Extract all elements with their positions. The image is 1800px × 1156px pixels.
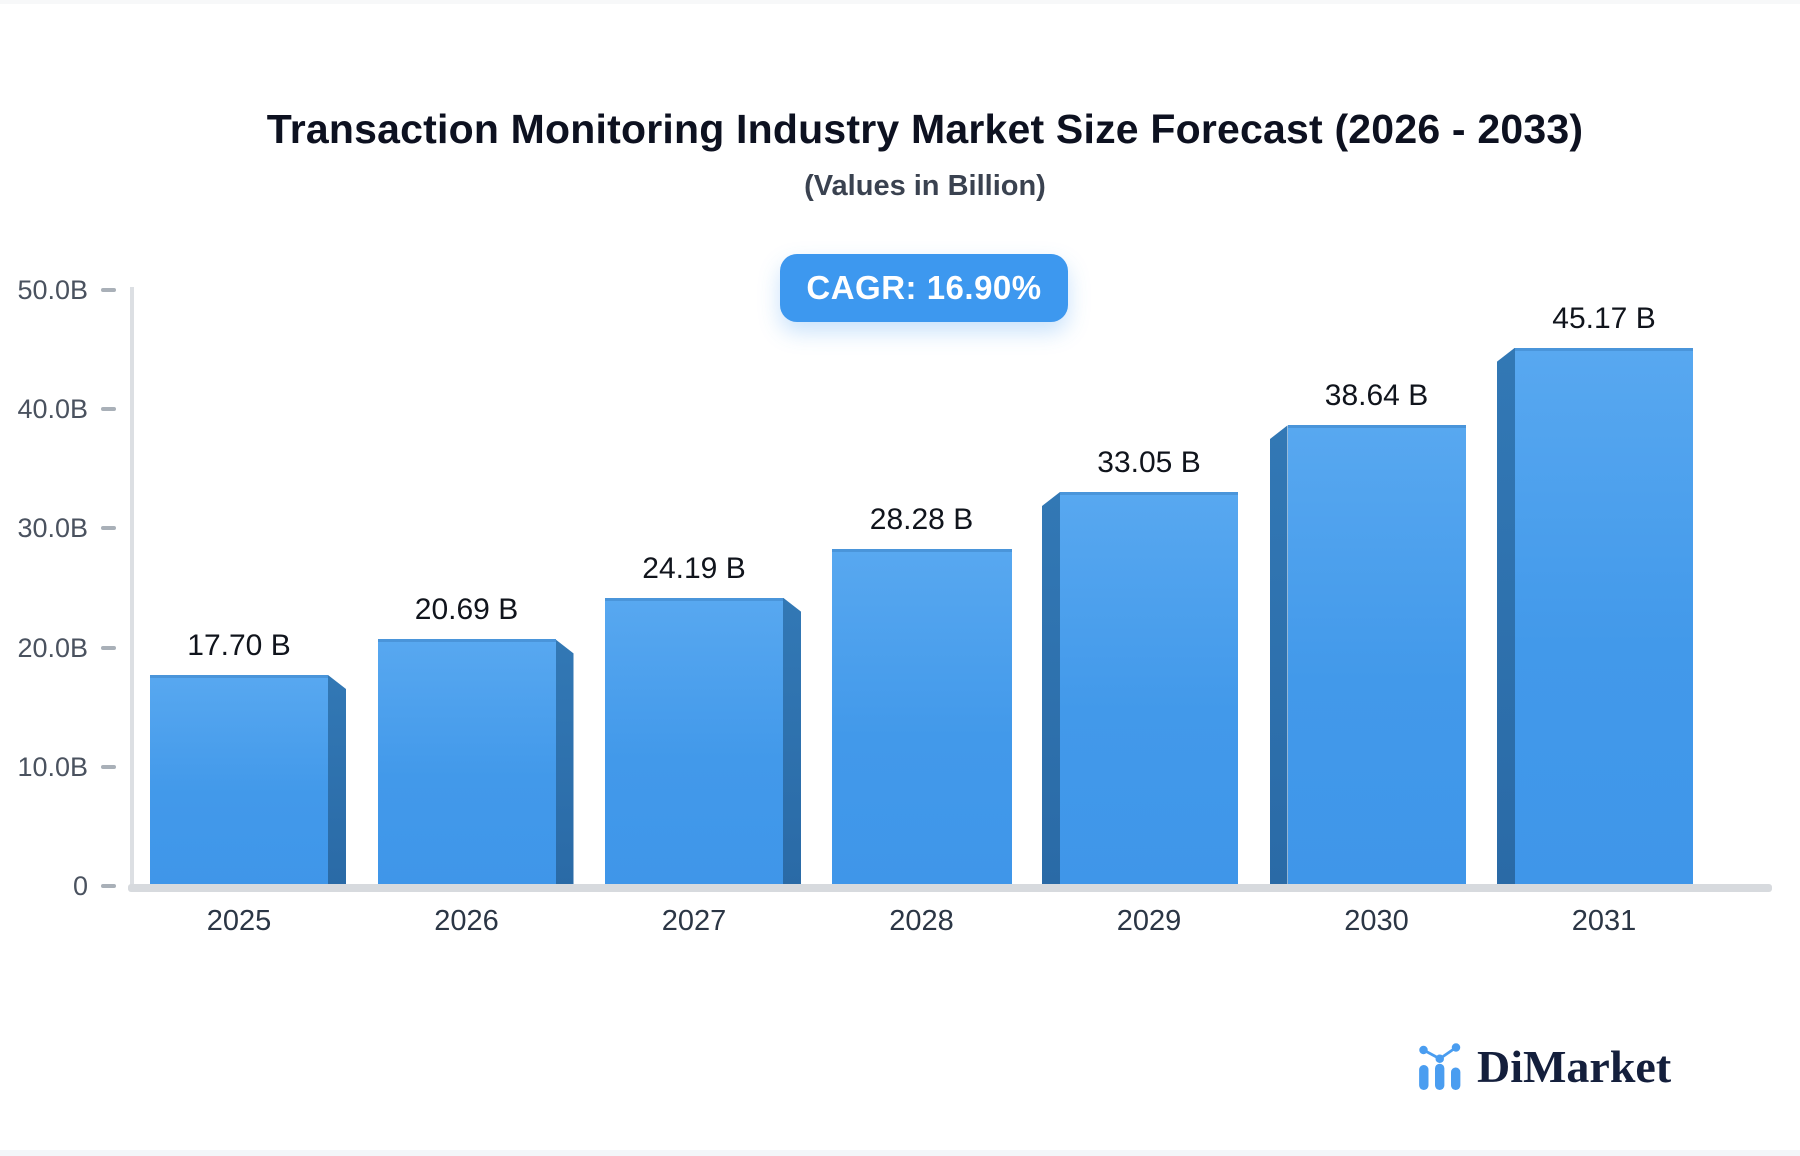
bar-face <box>377 639 556 890</box>
x-axis-line <box>128 884 1772 892</box>
bar-face <box>605 597 783 890</box>
x-axis-label: 2029 <box>1116 905 1182 937</box>
cagr-badge: CAGR: 16.90% <box>780 254 1068 322</box>
bar-face <box>150 675 328 890</box>
x-axis-label: 2025 <box>206 905 272 937</box>
y-axis-label: 20.0B <box>17 632 88 663</box>
bar-face <box>1287 425 1466 890</box>
bar-side <box>783 597 801 890</box>
bar-value-label: 24.19 B <box>642 551 746 585</box>
y-axis-tick <box>101 764 116 769</box>
bar-face <box>831 548 1012 890</box>
mini-bar-chart-icon <box>1419 1043 1461 1090</box>
bar-value-label: 28.28 B <box>869 502 974 536</box>
bar-face <box>1060 492 1238 890</box>
y-axis-tick <box>101 407 116 412</box>
y-axis-tick <box>101 288 116 292</box>
chart-subtitle: (Values in Billion) <box>804 170 1046 202</box>
bar-value-label: 45.17 B <box>1552 301 1656 335</box>
y-axis-tick <box>101 645 116 650</box>
y-axis-line <box>130 287 134 886</box>
x-axis-label: 2028 <box>889 905 954 937</box>
bar-side <box>555 639 574 890</box>
dimarket-logo: DiMarket <box>1418 1040 1671 1090</box>
dimarket-logo-text: DiMarket <box>1477 1041 1672 1092</box>
y-axis-label: 40.0B <box>17 394 88 425</box>
y-axis-label: 30.0B <box>17 513 88 544</box>
cagr-badge-label: CAGR: 16.90% <box>806 269 1042 306</box>
bar-side <box>1042 492 1060 890</box>
y-axis-label: 10.0B <box>17 751 88 782</box>
bar-value-label: 20.69 B <box>414 593 519 627</box>
bar-side <box>1497 347 1515 890</box>
top-edge-divider <box>0 0 1800 4</box>
x-axis-label: 2031 <box>1571 905 1637 937</box>
bottom-edge-divider <box>0 1150 1800 1156</box>
bar-value-label: 33.05 B <box>1097 446 1201 480</box>
bar-side <box>1269 425 1288 890</box>
x-axis-label: 2027 <box>661 905 727 937</box>
chart-title: Transaction Monitoring Industry Market S… <box>266 106 1584 152</box>
bar-value-label: 38.64 B <box>1324 379 1429 413</box>
bar-face <box>1515 347 1693 890</box>
bar-side <box>328 675 346 890</box>
y-axis-tick <box>101 526 116 531</box>
y-axis-label: 50.0B <box>17 275 88 305</box>
x-axis-label: 2030 <box>1344 905 1409 937</box>
bar-value-label: 17.70 B <box>187 629 291 663</box>
y-axis-label: 0 <box>72 871 88 901</box>
y-axis-tick <box>101 884 116 888</box>
x-axis-label: 2026 <box>434 905 499 937</box>
